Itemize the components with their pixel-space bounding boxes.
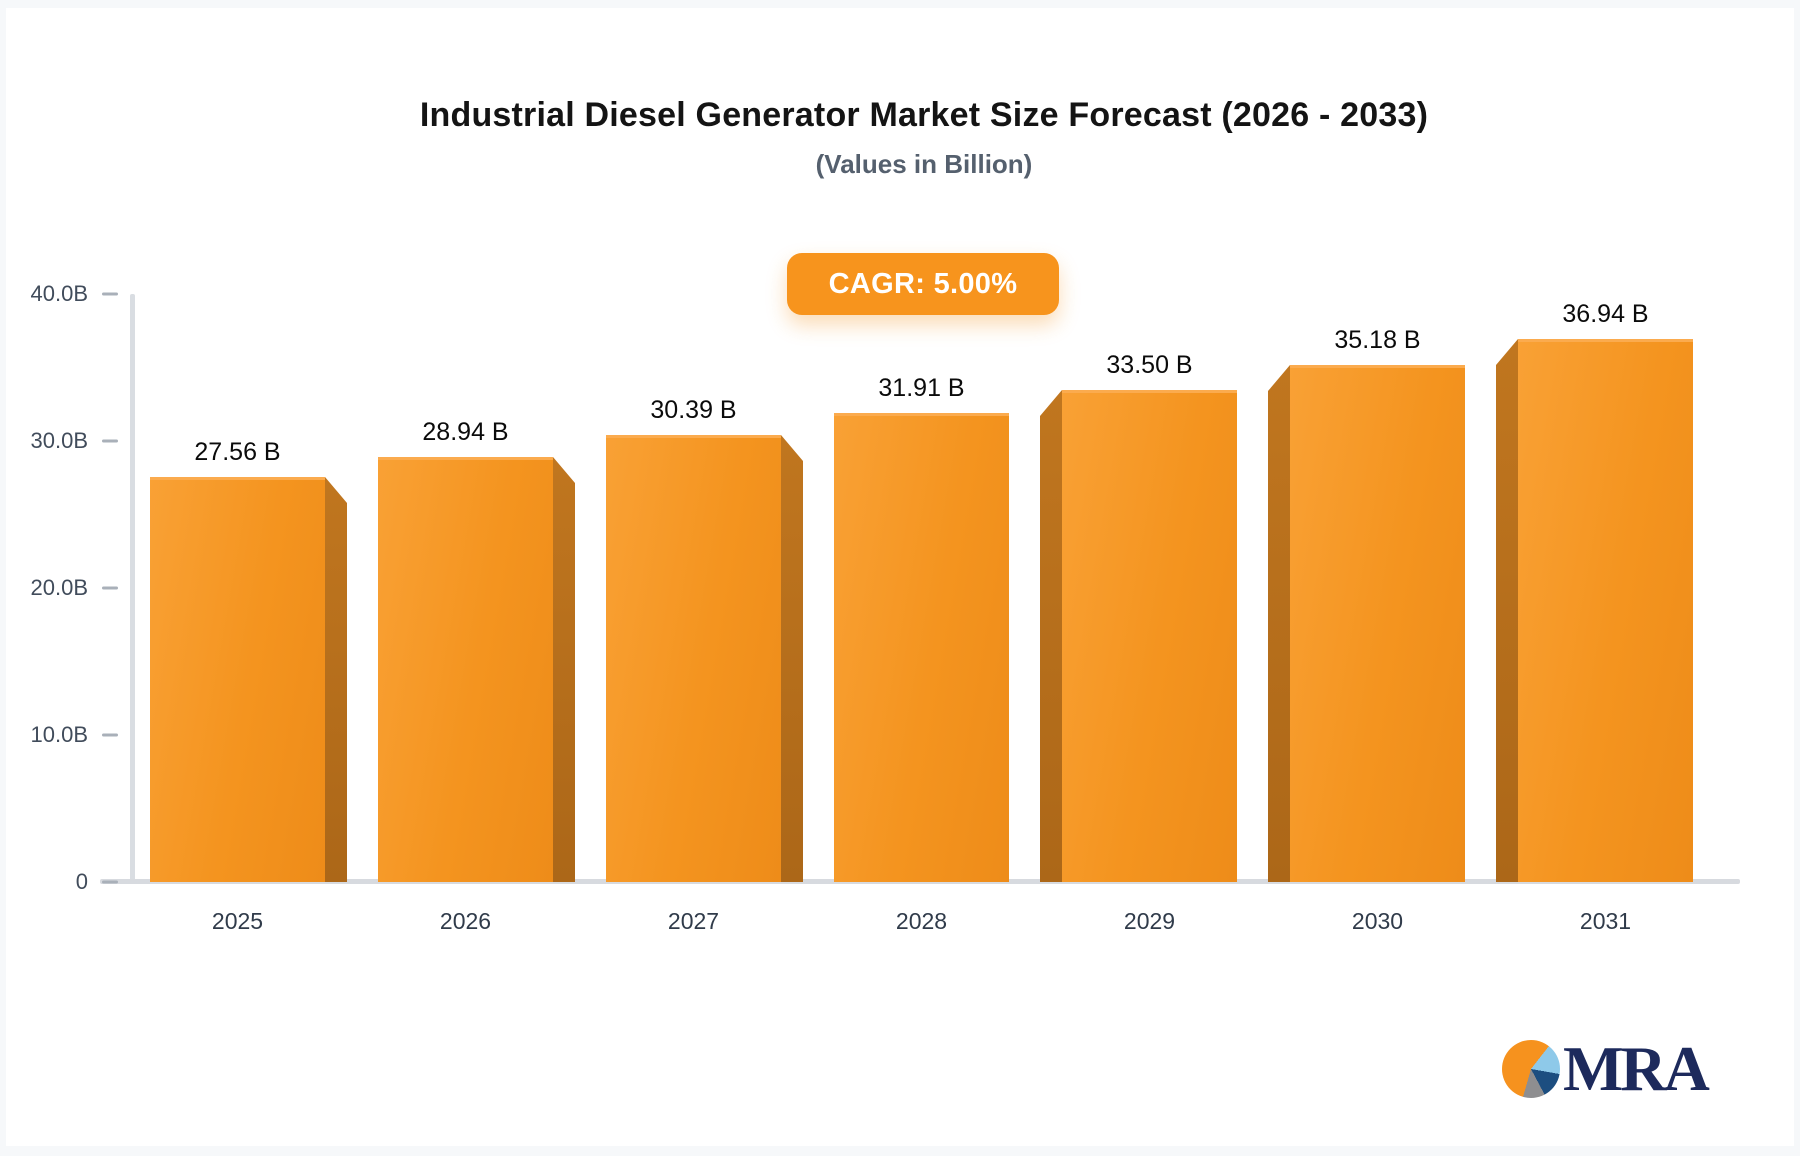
bar-3d-side [553,457,575,882]
x-axis-label: 2028 [895,908,948,934]
bar-3d-side [1496,339,1518,882]
bar-group: 31.91 B 2028 [834,374,1009,934]
bar-group: 27.56 B 2025 [150,438,347,934]
bar [378,457,553,882]
bar-group: 30.39 B 2027 [606,396,803,934]
bar [1518,339,1693,882]
x-axis-label: 2026 [439,908,492,934]
bar-3d-side [1040,390,1062,882]
cagr-badge-label: CAGR: 5.00% [828,267,1018,300]
bar-value-label: 31.91 B [878,374,965,402]
y-tick-label: 20.0B [30,575,89,600]
bar-group: 35.18 B 2030 [1268,326,1465,934]
y-tick-label: 40.0B [30,281,89,306]
y-tick-mark [102,733,118,737]
x-axis-label: 2029 [1123,908,1176,934]
bar [150,477,325,882]
bar-group: 36.94 B 2031 [1496,300,1693,934]
bar-value-label: 36.94 B [1562,300,1649,328]
bar-value-label: 28.94 B [422,418,509,446]
bar [1290,365,1465,882]
bar-3d-side [1268,365,1290,882]
chart-card: Industrial Diesel Generator Market Size … [6,8,1794,1146]
bar [834,413,1009,882]
chart-subtitle: (Values in Billion) [815,149,1033,179]
brand-logo: MRA [1502,1033,1710,1104]
y-tick-mark [102,439,118,443]
bar [1062,390,1237,882]
bar-value-label: 27.56 B [194,438,281,466]
chart-title: Industrial Diesel Generator Market Size … [419,96,1429,134]
y-tick-mark [102,880,118,884]
y-tick-mark [102,586,118,590]
bar-value-label: 33.50 B [1106,351,1193,379]
bar-3d-side [781,435,803,882]
y-tick-mark [102,292,118,296]
y-tick-label: 30.0B [30,428,89,453]
y-tick-label: 0 [75,869,88,894]
bar-value-label: 35.18 B [1334,326,1421,354]
x-axis-label: 2027 [667,908,720,934]
bar-3d-side [325,477,347,882]
bar-group: 28.94 B 2026 [378,418,575,934]
bar [606,435,781,882]
chart-header: Industrial Diesel Generator Market Size … [54,96,1794,180]
y-tick-label: 10.0B [30,722,89,747]
bar-value-label: 30.39 B [650,396,737,424]
y-axis-line [130,294,135,884]
x-axis-label: 2025 [211,908,264,934]
plot-area: 0 10.0B 20.0B 30.0B 40.0B 27.56 B 2025 28.94 B… [31,281,1751,934]
pie-chart-logo-icon [1502,1040,1560,1098]
brand-logo-text: MRA [1563,1033,1710,1104]
x-axis-label: 2030 [1351,908,1404,934]
bar-group: 33.50 B 2029 [1040,351,1237,934]
cagr-badge: CAGR: 5.00% [787,253,1059,315]
x-axis-label: 2031 [1579,908,1632,934]
